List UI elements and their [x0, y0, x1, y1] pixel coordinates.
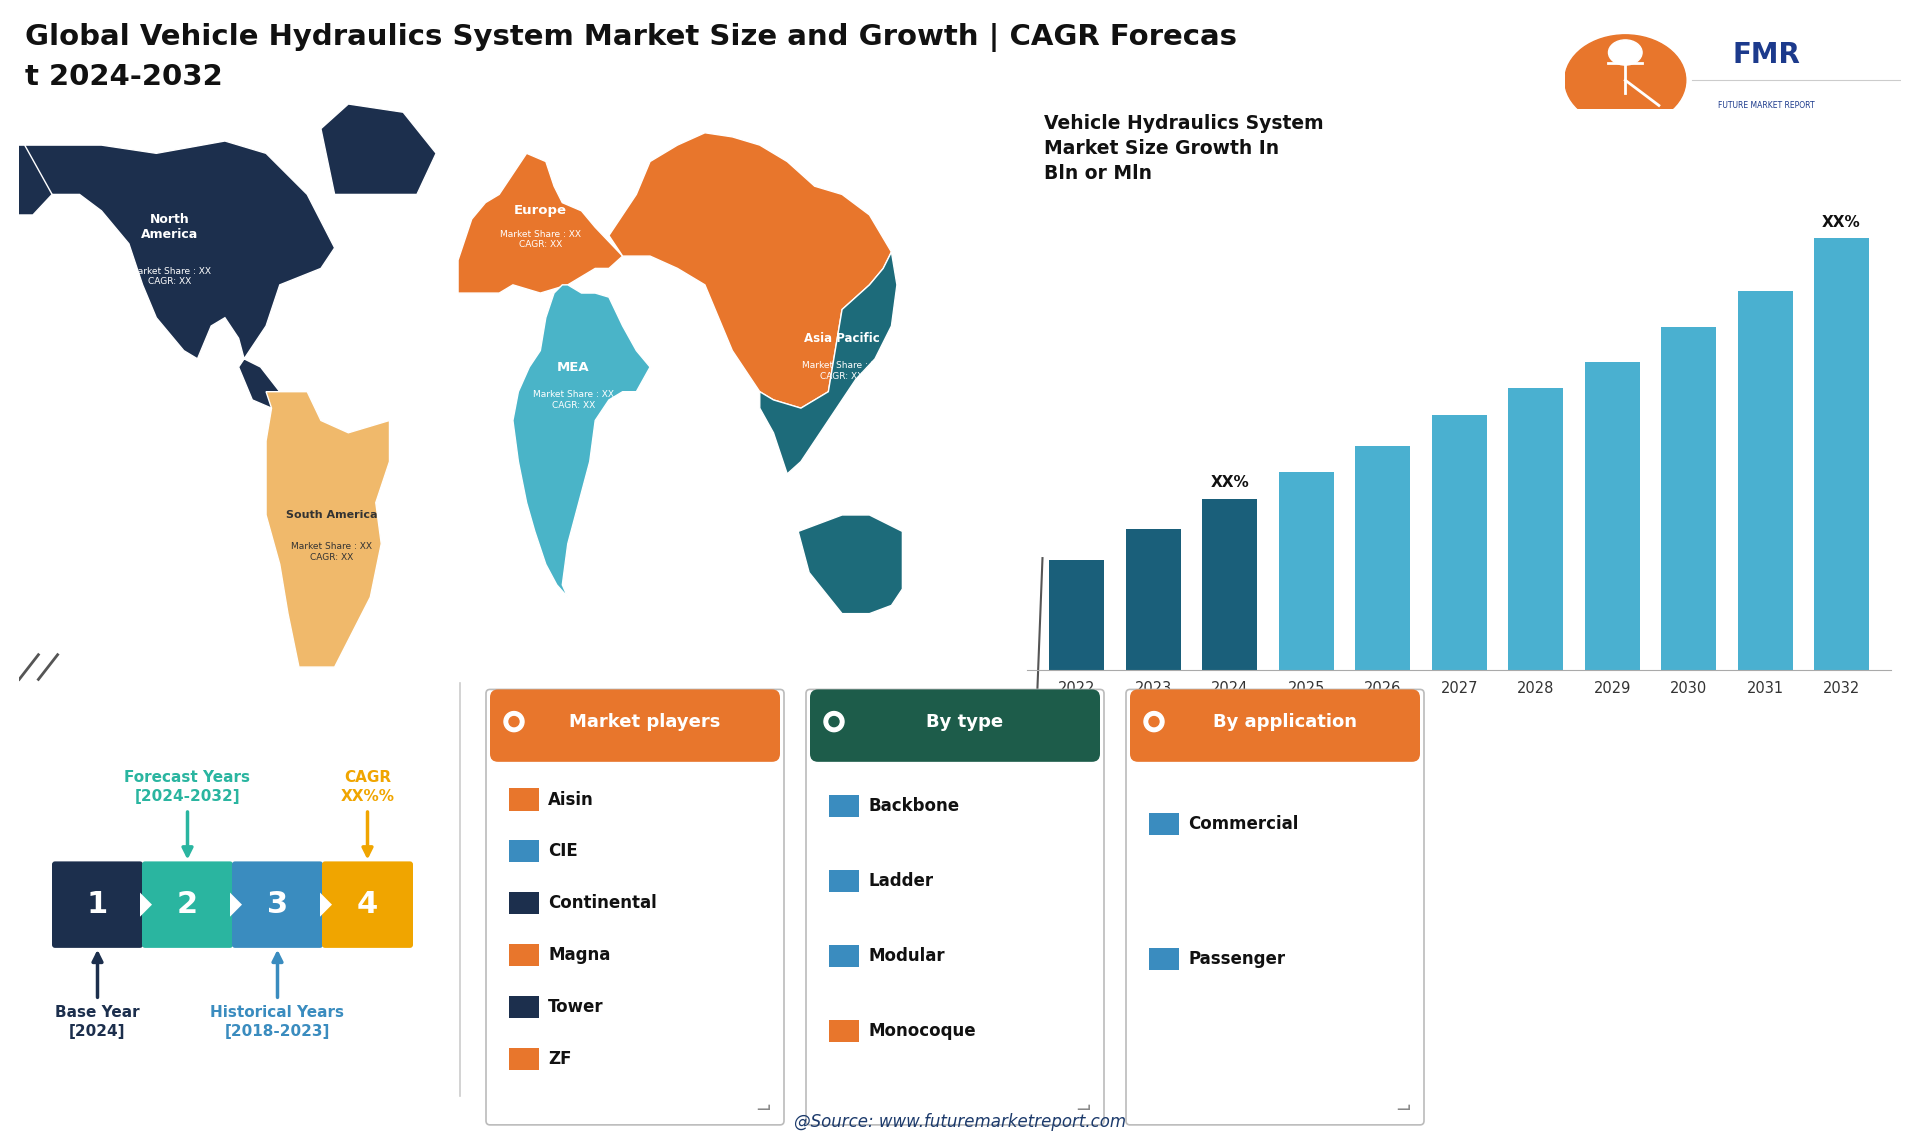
Circle shape: [1565, 34, 1686, 126]
FancyBboxPatch shape: [509, 840, 540, 863]
FancyBboxPatch shape: [1131, 690, 1421, 762]
Text: MEA: MEA: [557, 361, 589, 374]
Text: Monocoque: Monocoque: [868, 1022, 975, 1041]
Text: CAGR
XX%%: CAGR XX%%: [340, 770, 394, 804]
FancyBboxPatch shape: [509, 892, 540, 915]
FancyBboxPatch shape: [142, 862, 232, 948]
Text: CIE: CIE: [547, 842, 578, 861]
Polygon shape: [459, 154, 622, 293]
Polygon shape: [321, 893, 332, 917]
Text: FMR: FMR: [1732, 41, 1801, 69]
Text: Market Share : XX
CAGR: XX: Market Share : XX CAGR: XX: [499, 230, 582, 250]
Text: South America: South America: [286, 510, 378, 520]
Text: Market players: Market players: [570, 713, 720, 731]
FancyBboxPatch shape: [490, 690, 780, 762]
Text: Forecast Years
[2024-2032]: Forecast Years [2024-2032]: [125, 770, 250, 804]
Text: ⌐: ⌐: [753, 1097, 768, 1115]
FancyBboxPatch shape: [806, 690, 1104, 1125]
FancyBboxPatch shape: [810, 690, 1100, 762]
Polygon shape: [267, 392, 390, 667]
Bar: [1202, 499, 1258, 670]
Polygon shape: [140, 893, 152, 917]
Text: XX%: XX%: [1822, 215, 1860, 230]
Text: 3: 3: [267, 890, 288, 919]
FancyBboxPatch shape: [232, 862, 323, 948]
Text: 2: 2: [177, 890, 198, 919]
FancyBboxPatch shape: [829, 1020, 858, 1042]
Bar: [1432, 415, 1486, 670]
Text: Asia Pacific: Asia Pacific: [804, 332, 879, 345]
Text: 4: 4: [357, 890, 378, 919]
Text: Global Vehicle Hydraulics System Market Size and Growth | CAGR Forecas: Global Vehicle Hydraulics System Market …: [25, 23, 1236, 52]
Text: Passenger: Passenger: [1188, 950, 1284, 968]
Text: 1: 1: [86, 890, 108, 919]
FancyBboxPatch shape: [829, 795, 858, 817]
Circle shape: [1144, 712, 1164, 731]
FancyBboxPatch shape: [1148, 948, 1179, 971]
Circle shape: [1609, 40, 1642, 65]
Text: Market Share : XX
CAGR: XX: Market Share : XX CAGR: XX: [292, 542, 372, 562]
Circle shape: [503, 712, 524, 731]
Polygon shape: [609, 133, 891, 408]
Text: Tower: Tower: [547, 998, 603, 1015]
Text: Market Share : XX
CAGR: XX: Market Share : XX CAGR: XX: [532, 391, 614, 409]
Text: Ladder: Ladder: [868, 872, 933, 890]
Circle shape: [824, 712, 845, 731]
Bar: [1738, 291, 1793, 670]
Circle shape: [829, 716, 839, 727]
Text: Base Year
[2024]: Base Year [2024]: [56, 1005, 140, 1038]
Polygon shape: [799, 515, 902, 613]
Bar: [1661, 327, 1716, 670]
Bar: [1356, 446, 1411, 670]
FancyBboxPatch shape: [509, 944, 540, 966]
Text: Market Share : XX
CAGR: XX: Market Share : XX CAGR: XX: [129, 267, 211, 286]
Text: Magna: Magna: [547, 945, 611, 964]
Circle shape: [509, 716, 518, 727]
Bar: [1050, 560, 1104, 670]
FancyBboxPatch shape: [1148, 814, 1179, 835]
Bar: [1584, 362, 1640, 670]
Text: Aisin: Aisin: [547, 791, 593, 809]
Text: Vehicle Hydraulics System
Market Size Growth In
Bln or Mln: Vehicle Hydraulics System Market Size Gr…: [1044, 115, 1325, 183]
Text: @Source: www.futuremarketreport.com: @Source: www.futuremarketreport.com: [795, 1113, 1125, 1131]
FancyBboxPatch shape: [323, 862, 413, 948]
Polygon shape: [321, 104, 436, 195]
Text: Continental: Continental: [547, 894, 657, 912]
Text: XX%: XX%: [1210, 476, 1250, 490]
Text: Modular: Modular: [868, 947, 945, 965]
Text: Europe: Europe: [515, 204, 566, 218]
Text: FUTURE MARKET REPORT: FUTURE MARKET REPORT: [1718, 101, 1814, 110]
FancyBboxPatch shape: [829, 870, 858, 893]
Text: By type: By type: [927, 713, 1004, 731]
Text: ⌐: ⌐: [1392, 1097, 1407, 1115]
Bar: [1125, 529, 1181, 670]
Text: t 2024-2032: t 2024-2032: [25, 63, 223, 91]
Text: North
America: North America: [142, 213, 198, 242]
Polygon shape: [0, 146, 52, 215]
Polygon shape: [760, 252, 897, 474]
Polygon shape: [513, 285, 651, 597]
FancyBboxPatch shape: [486, 690, 783, 1125]
Bar: [1814, 238, 1868, 670]
Text: Historical Years
[2018-2023]: Historical Years [2018-2023]: [211, 1005, 344, 1038]
FancyBboxPatch shape: [829, 945, 858, 967]
FancyBboxPatch shape: [509, 996, 540, 1018]
Text: Market Share : XX
CAGR: XX: Market Share : XX CAGR: XX: [801, 361, 883, 380]
FancyBboxPatch shape: [509, 788, 540, 810]
Polygon shape: [230, 893, 242, 917]
Text: ⌐: ⌐: [1071, 1097, 1089, 1115]
FancyBboxPatch shape: [509, 1047, 540, 1069]
FancyBboxPatch shape: [52, 862, 142, 948]
Polygon shape: [25, 141, 334, 408]
FancyBboxPatch shape: [1125, 690, 1425, 1125]
Text: By application: By application: [1213, 713, 1357, 731]
Bar: [1507, 388, 1563, 670]
Bar: [1279, 472, 1334, 670]
Text: Commercial: Commercial: [1188, 816, 1298, 833]
Circle shape: [1148, 716, 1160, 727]
Text: ZF: ZF: [547, 1050, 572, 1068]
Text: Backbone: Backbone: [868, 798, 960, 816]
